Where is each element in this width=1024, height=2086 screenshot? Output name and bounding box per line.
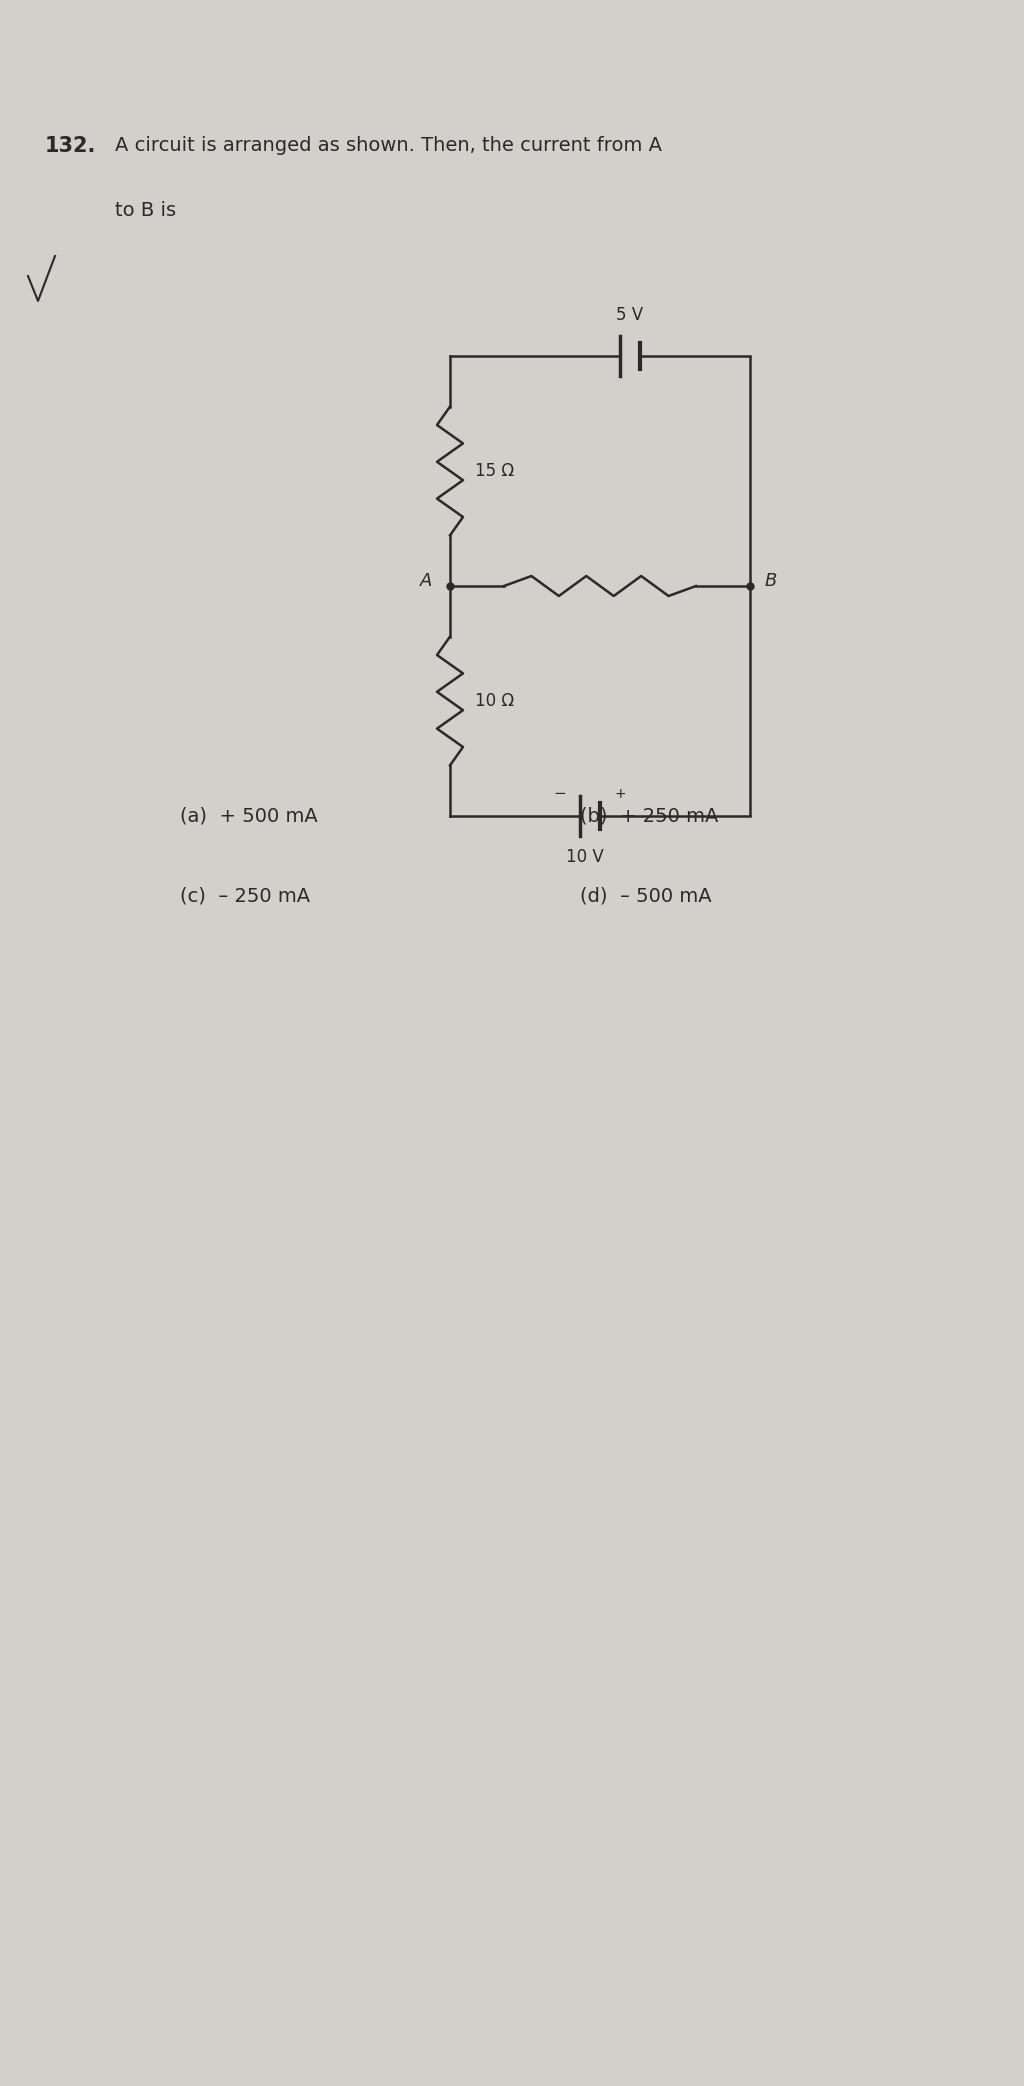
Text: (a)  + 500 mA: (a) + 500 mA — [180, 805, 317, 824]
Text: B: B — [765, 572, 777, 590]
Text: −: − — [554, 786, 566, 801]
Text: to B is: to B is — [115, 200, 176, 219]
Text: +: + — [614, 786, 626, 801]
Text: 132.: 132. — [45, 136, 96, 156]
Text: 10 Ω: 10 Ω — [475, 693, 514, 709]
Text: (b)  + 250 mA: (b) + 250 mA — [580, 805, 719, 824]
Text: A circuit is arranged as shown. Then, the current from A: A circuit is arranged as shown. Then, th… — [115, 136, 662, 154]
Text: 15 Ω: 15 Ω — [475, 461, 514, 480]
Text: 5 V: 5 V — [616, 307, 643, 323]
Text: (d)  – 500 mA: (d) – 500 mA — [580, 887, 712, 905]
Text: A: A — [420, 572, 432, 590]
Text: (c)  – 250 mA: (c) – 250 mA — [180, 887, 310, 905]
Text: 10 V: 10 V — [566, 849, 604, 866]
